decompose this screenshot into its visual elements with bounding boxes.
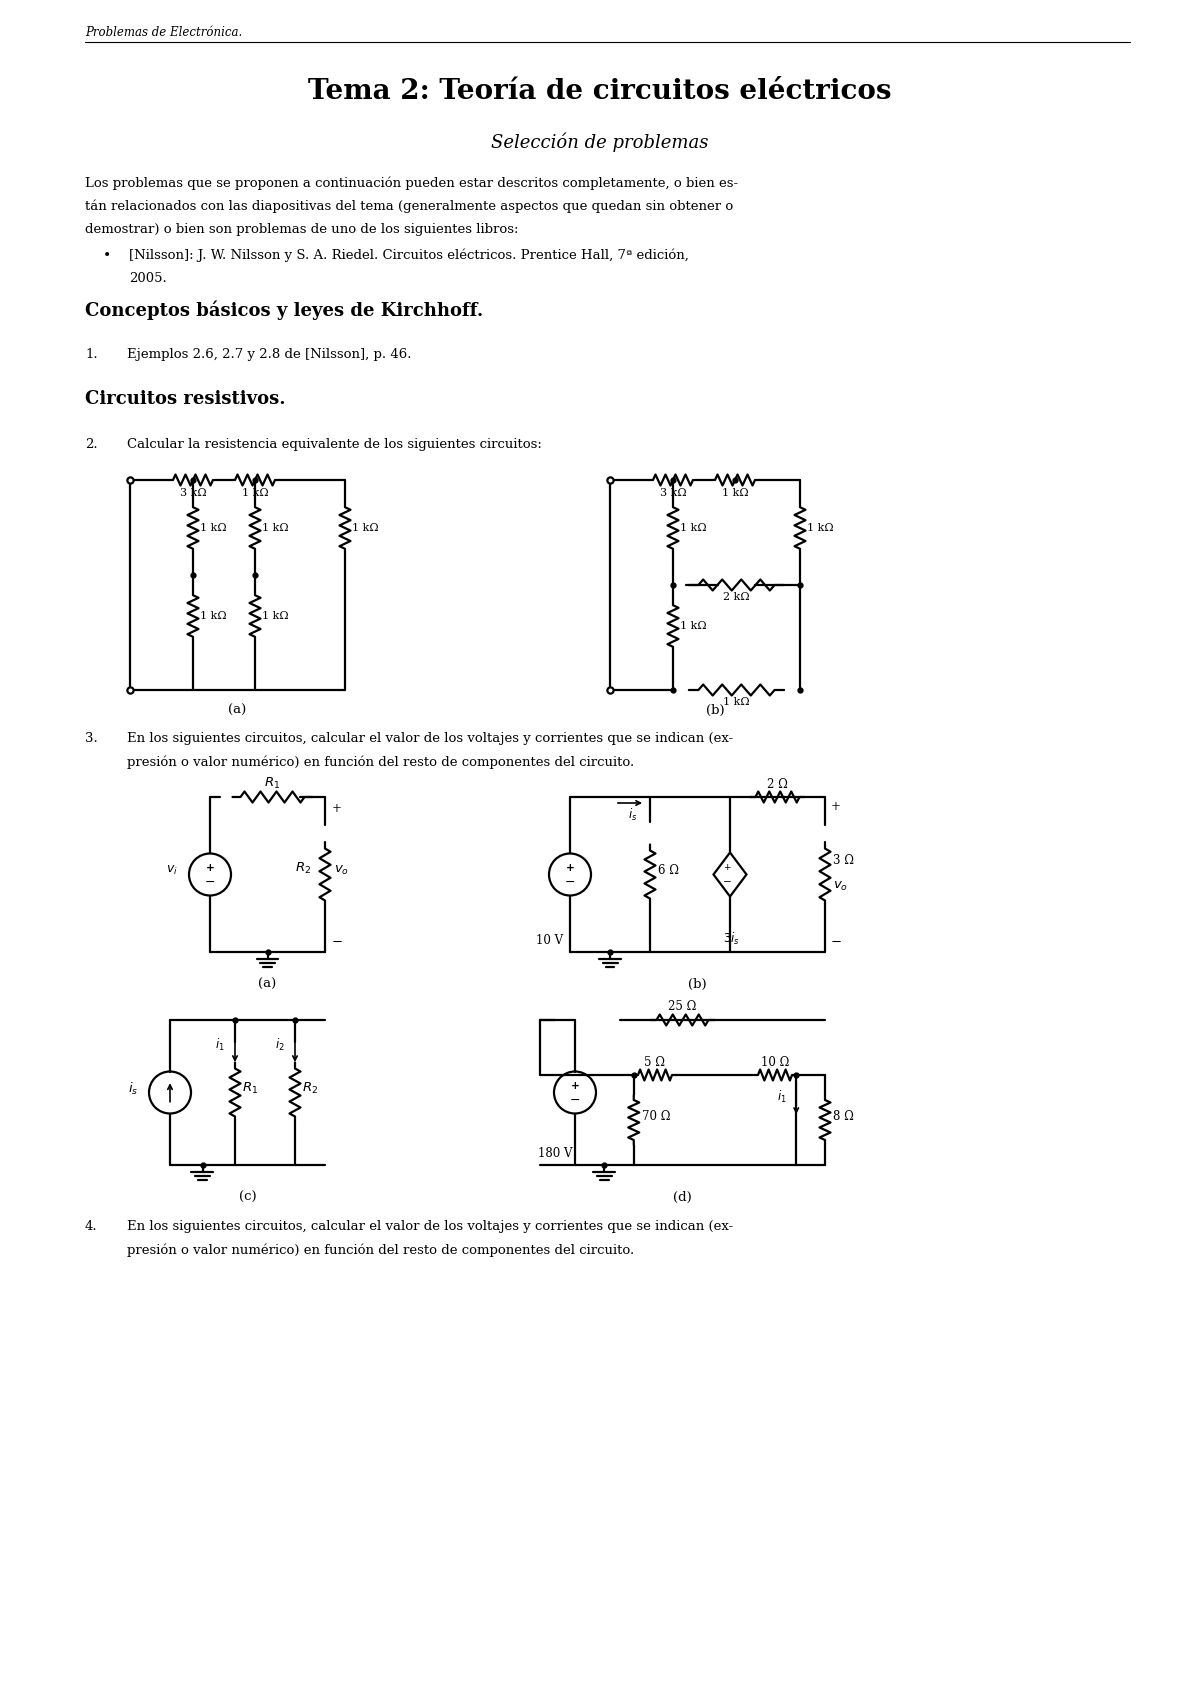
Text: 10 V: 10 V (536, 934, 564, 947)
Text: $R_1$: $R_1$ (242, 1082, 258, 1095)
Text: $i_s$: $i_s$ (628, 807, 637, 824)
Text: $v_o$: $v_o$ (334, 864, 349, 878)
Text: 8 Ω: 8 Ω (833, 1109, 854, 1122)
Text: presión o valor numérico) en función del resto de componentes del circuito.: presión o valor numérico) en función del… (127, 1243, 635, 1257)
Text: 10 Ω: 10 Ω (761, 1056, 790, 1070)
Text: −: − (830, 936, 842, 949)
Text: (c): (c) (239, 1190, 257, 1204)
Text: demostrar) o bien son problemas de uno de los siguientes libros:: demostrar) o bien son problemas de uno d… (85, 222, 518, 236)
Text: 6 Ω: 6 Ω (658, 864, 679, 876)
Text: +: + (332, 803, 342, 815)
Text: 1 kΩ: 1 kΩ (724, 696, 750, 706)
Text: 1 kΩ: 1 kΩ (241, 487, 269, 498)
Text: −: − (332, 936, 343, 949)
Text: Circuitos resistivos.: Circuitos resistivos. (85, 391, 286, 408)
Text: En los siguientes circuitos, calcular el valor de los voltajes y corrientes que : En los siguientes circuitos, calcular el… (127, 732, 733, 745)
Text: −: − (570, 1094, 581, 1107)
Text: $R_2$: $R_2$ (295, 861, 311, 876)
Text: $R_2$: $R_2$ (302, 1082, 318, 1095)
Text: 4.: 4. (85, 1219, 97, 1233)
Text: −: − (565, 876, 575, 888)
Text: [Nilsson]: J. W. Nilsson y S. A. Riedel. Circuitos eléctricos. Prentice Hall, 7ª: [Nilsson]: J. W. Nilsson y S. A. Riedel.… (130, 248, 689, 261)
Text: −: − (205, 876, 215, 888)
Text: Conceptos básicos y leyes de Kirchhoff.: Conceptos básicos y leyes de Kirchhoff. (85, 301, 484, 319)
Text: $i_s$: $i_s$ (127, 1080, 138, 1097)
Text: 1 kΩ: 1 kΩ (808, 523, 834, 533)
Text: 5 Ω: 5 Ω (644, 1056, 666, 1070)
Text: 1 kΩ: 1 kΩ (721, 487, 749, 498)
Text: 180 V: 180 V (538, 1148, 572, 1160)
Text: Problemas de Electrónica.: Problemas de Electrónica. (85, 25, 242, 39)
Text: $v_i$: $v_i$ (167, 864, 178, 878)
Text: +: + (571, 1082, 580, 1092)
Text: 2005.: 2005. (130, 272, 167, 285)
Text: 1 kΩ: 1 kΩ (200, 523, 227, 533)
Text: +: + (830, 800, 841, 813)
Text: 3 kΩ: 3 kΩ (660, 487, 686, 498)
Text: Tema 2: Teoría de circuitos eléctricos: Tema 2: Teoría de circuitos eléctricos (308, 78, 892, 105)
Text: presión o valor numérico) en función del resto de componentes del circuito.: presión o valor numérico) en función del… (127, 756, 635, 769)
Text: 3 Ω: 3 Ω (833, 854, 854, 868)
Text: $3i_s$: $3i_s$ (722, 931, 739, 947)
Text: +: + (205, 863, 215, 873)
Text: +: + (565, 863, 575, 873)
Text: 1 kΩ: 1 kΩ (262, 523, 289, 533)
Text: 2 Ω: 2 Ω (767, 778, 788, 791)
Text: $i_1$: $i_1$ (215, 1037, 226, 1053)
Text: Los problemas que se proponen a continuación pueden estar descritos completament: Los problemas que se proponen a continua… (85, 177, 738, 190)
Text: 2 kΩ: 2 kΩ (724, 593, 750, 603)
Text: $R_1$: $R_1$ (264, 776, 281, 791)
Text: +: + (724, 863, 731, 873)
Text: (d): (d) (673, 1190, 692, 1204)
Text: tán relacionados con las diapositivas del tema (generalmente aspectos que quedan: tán relacionados con las diapositivas de… (85, 199, 733, 212)
Text: Selección de problemas: Selección de problemas (491, 132, 709, 151)
Text: 2.: 2. (85, 438, 97, 452)
Text: $v_o$: $v_o$ (833, 880, 848, 893)
Text: 1 kΩ: 1 kΩ (200, 611, 227, 621)
Text: 3.: 3. (85, 732, 97, 745)
Text: 3 kΩ: 3 kΩ (180, 487, 206, 498)
Text: (b): (b) (688, 978, 707, 992)
Text: En los siguientes circuitos, calcular el valor de los voltajes y corrientes que : En los siguientes circuitos, calcular el… (127, 1219, 733, 1233)
Text: 1 kΩ: 1 kΩ (262, 611, 289, 621)
Text: $i_1$: $i_1$ (776, 1088, 786, 1105)
Text: 25 Ω: 25 Ω (668, 1000, 697, 1014)
Text: $i_2$: $i_2$ (275, 1037, 286, 1053)
Text: (a): (a) (228, 705, 247, 717)
Text: 1 kΩ: 1 kΩ (680, 523, 707, 533)
Text: Ejemplos 2.6, 2.7 y 2.8 de [Nilsson], p. 46.: Ejemplos 2.6, 2.7 y 2.8 de [Nilsson], p.… (127, 348, 412, 362)
Text: (b): (b) (706, 705, 725, 717)
Text: 1 kΩ: 1 kΩ (352, 523, 379, 533)
Text: 1 kΩ: 1 kΩ (680, 621, 707, 632)
Text: 1.: 1. (85, 348, 97, 362)
Text: (a): (a) (258, 978, 277, 992)
Text: 70 Ω: 70 Ω (642, 1109, 671, 1122)
Text: −: − (722, 878, 731, 888)
Text: •: • (103, 248, 112, 263)
Text: Calcular la resistencia equivalente de los siguientes circuitos:: Calcular la resistencia equivalente de l… (127, 438, 542, 452)
